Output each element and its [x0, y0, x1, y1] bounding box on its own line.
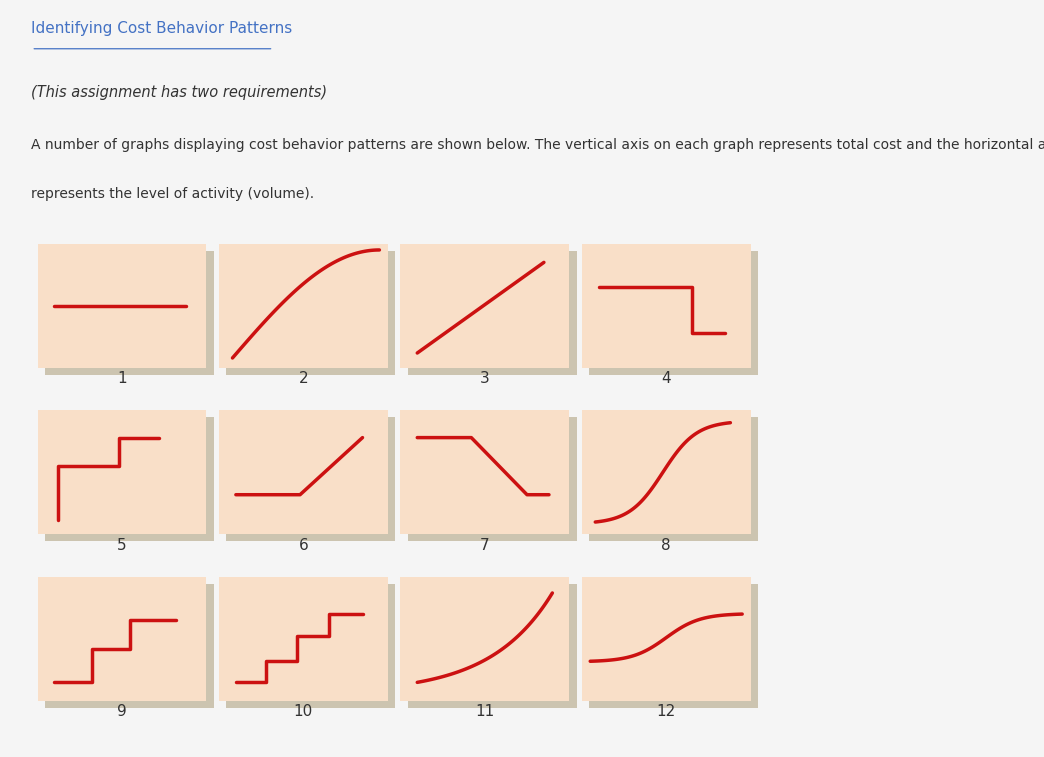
Text: 8: 8 — [662, 537, 671, 553]
Text: 5: 5 — [117, 537, 126, 553]
Text: 6: 6 — [299, 537, 308, 553]
Text: 9: 9 — [117, 704, 127, 719]
Text: represents the level of activity (volume).: represents the level of activity (volume… — [31, 186, 314, 201]
Text: Identifying Cost Behavior Patterns: Identifying Cost Behavior Patterns — [31, 21, 292, 36]
Text: 4: 4 — [662, 371, 671, 386]
Text: 2: 2 — [299, 371, 308, 386]
Text: 1: 1 — [117, 371, 126, 386]
Text: 7: 7 — [480, 537, 490, 553]
Text: 10: 10 — [293, 704, 313, 719]
Text: 3: 3 — [480, 371, 490, 386]
Text: A number of graphs displaying cost behavior patterns are shown below. The vertic: A number of graphs displaying cost behav… — [31, 138, 1044, 151]
Text: 11: 11 — [475, 704, 495, 719]
Text: (This assignment has two requirements): (This assignment has two requirements) — [31, 85, 328, 100]
Text: 12: 12 — [657, 704, 675, 719]
